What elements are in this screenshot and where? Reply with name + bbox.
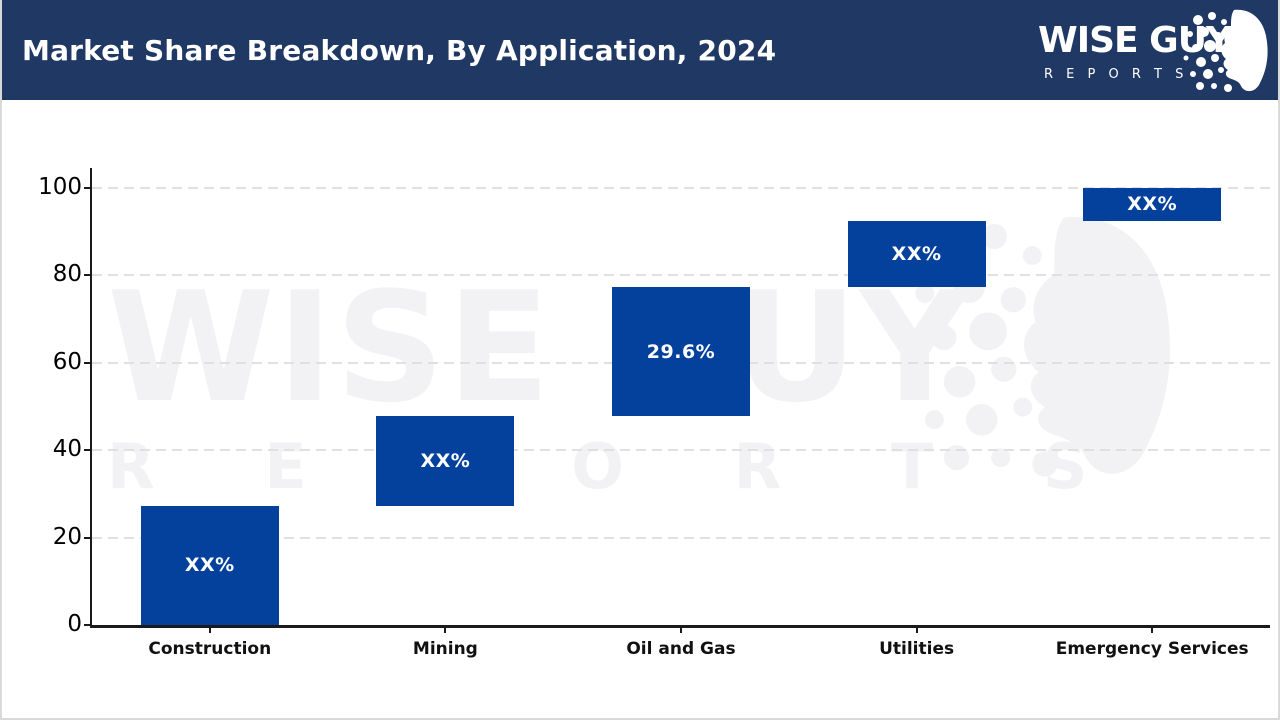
x-axis-category-label-emergency-services: Emergency Services [1055,639,1249,659]
bar-utilities: XX% [847,220,986,287]
y-axis-tick-label: 60 [52,348,82,375]
bar-construction: XX% [140,505,279,625]
x-axis-category-label-mining: Mining [412,639,478,659]
watermark-wordmark: WISE GUY [107,259,972,436]
bar-mining: XX% [376,416,515,506]
y-axis-tick-label: 80 [52,261,82,287]
x-axis-line [90,625,1270,628]
y-axis-tick-mark [84,449,92,451]
y-axis-tick-mark [84,186,92,189]
bar-value-label: 29.6% [646,340,716,363]
y-axis-tick-mark [84,624,92,626]
x-axis-category-label-utilities: Utilities [879,639,955,659]
logo-subtitle: R E P O R T S [1044,67,1188,82]
watermark-subtitle: R E P O R T S [107,430,1132,503]
wise-guy-reports-logo: WISE GUY R E P O R T S [1038,6,1268,94]
x-axis-tick-mark [208,625,211,633]
gridline-80 [92,274,1270,276]
y-axis-tick-label: 20 [52,523,82,550]
bar-value-label: XX% [891,242,942,265]
logo-graphic: WISE GUY R E P O R T S [1038,9,1268,92]
x-axis-tick-mark [680,625,682,633]
logo-face-icon [1183,9,1268,92]
y-axis-tick-mark [84,536,92,539]
logo-wordmark: WISE GUY [1038,20,1233,61]
y-axis-tick-label: 100 [38,173,82,200]
x-axis-tick-mark [915,625,918,633]
y-axis-line [90,168,92,627]
page-title: Market Share Breakdown, By Application, … [22,33,777,67]
y-axis-tick-label: 40 [52,436,82,462]
x-axis-tick-mark [1151,625,1154,633]
bar-emergency-services: XX% [1083,187,1222,221]
y-axis-tick-label: 0 [67,611,82,637]
x-axis-tick-mark [444,625,447,633]
watermark-text: WISE GUY R E P O R T S [107,259,1132,504]
bar-value-label: XX% [420,449,471,472]
gridline-40 [92,449,1270,451]
y-axis-tick-mark [84,361,92,364]
x-axis-category-label-oil-and-gas: Oil and Gas [626,639,736,659]
bar-value-label: XX% [184,554,235,577]
bar-oil-and-gas: 29.6% [612,286,750,417]
y-axis-tick-mark [84,274,92,276]
bar-value-label: XX% [1127,193,1178,216]
gridline-20 [92,536,1270,539]
x-axis-category-label-construction: Construction [148,639,272,659]
header-bar: Market Share Breakdown, By Application, … [2,0,1278,100]
gridline-100 [92,186,1270,189]
